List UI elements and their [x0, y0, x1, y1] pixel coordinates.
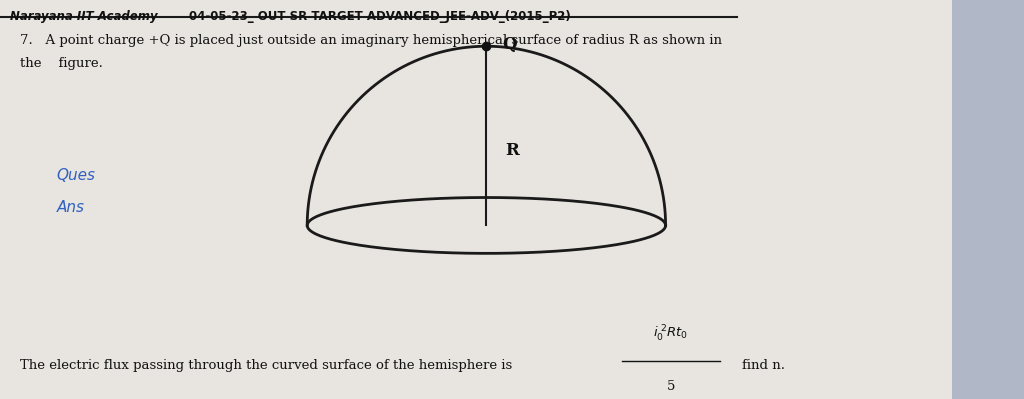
Bar — [952, 0, 1024, 399]
Text: Q: Q — [502, 36, 516, 53]
Text: Narayana IIT Academy: Narayana IIT Academy — [10, 10, 158, 23]
Text: 04-05-23_ OUT SR TARGET ADVANCED_JEE-ADV_(2015_P2): 04-05-23_ OUT SR TARGET ADVANCED_JEE-ADV… — [189, 10, 571, 23]
Text: $i_0^{\;2}Rt_0$: $i_0^{\;2}Rt_0$ — [653, 324, 688, 344]
Text: Ans: Ans — [56, 200, 84, 215]
Text: find n.: find n. — [742, 359, 785, 371]
Text: 5: 5 — [667, 380, 675, 393]
Text: R: R — [505, 142, 518, 159]
Text: Ques: Ques — [56, 168, 95, 183]
Text: The electric flux passing through the curved surface of the hemisphere is: The electric flux passing through the cu… — [20, 359, 513, 371]
Text: 7.   A point charge +Q is placed just outside an imaginary hemispherical surface: 7. A point charge +Q is placed just outs… — [20, 34, 723, 47]
Text: the    figure.: the figure. — [20, 57, 103, 70]
